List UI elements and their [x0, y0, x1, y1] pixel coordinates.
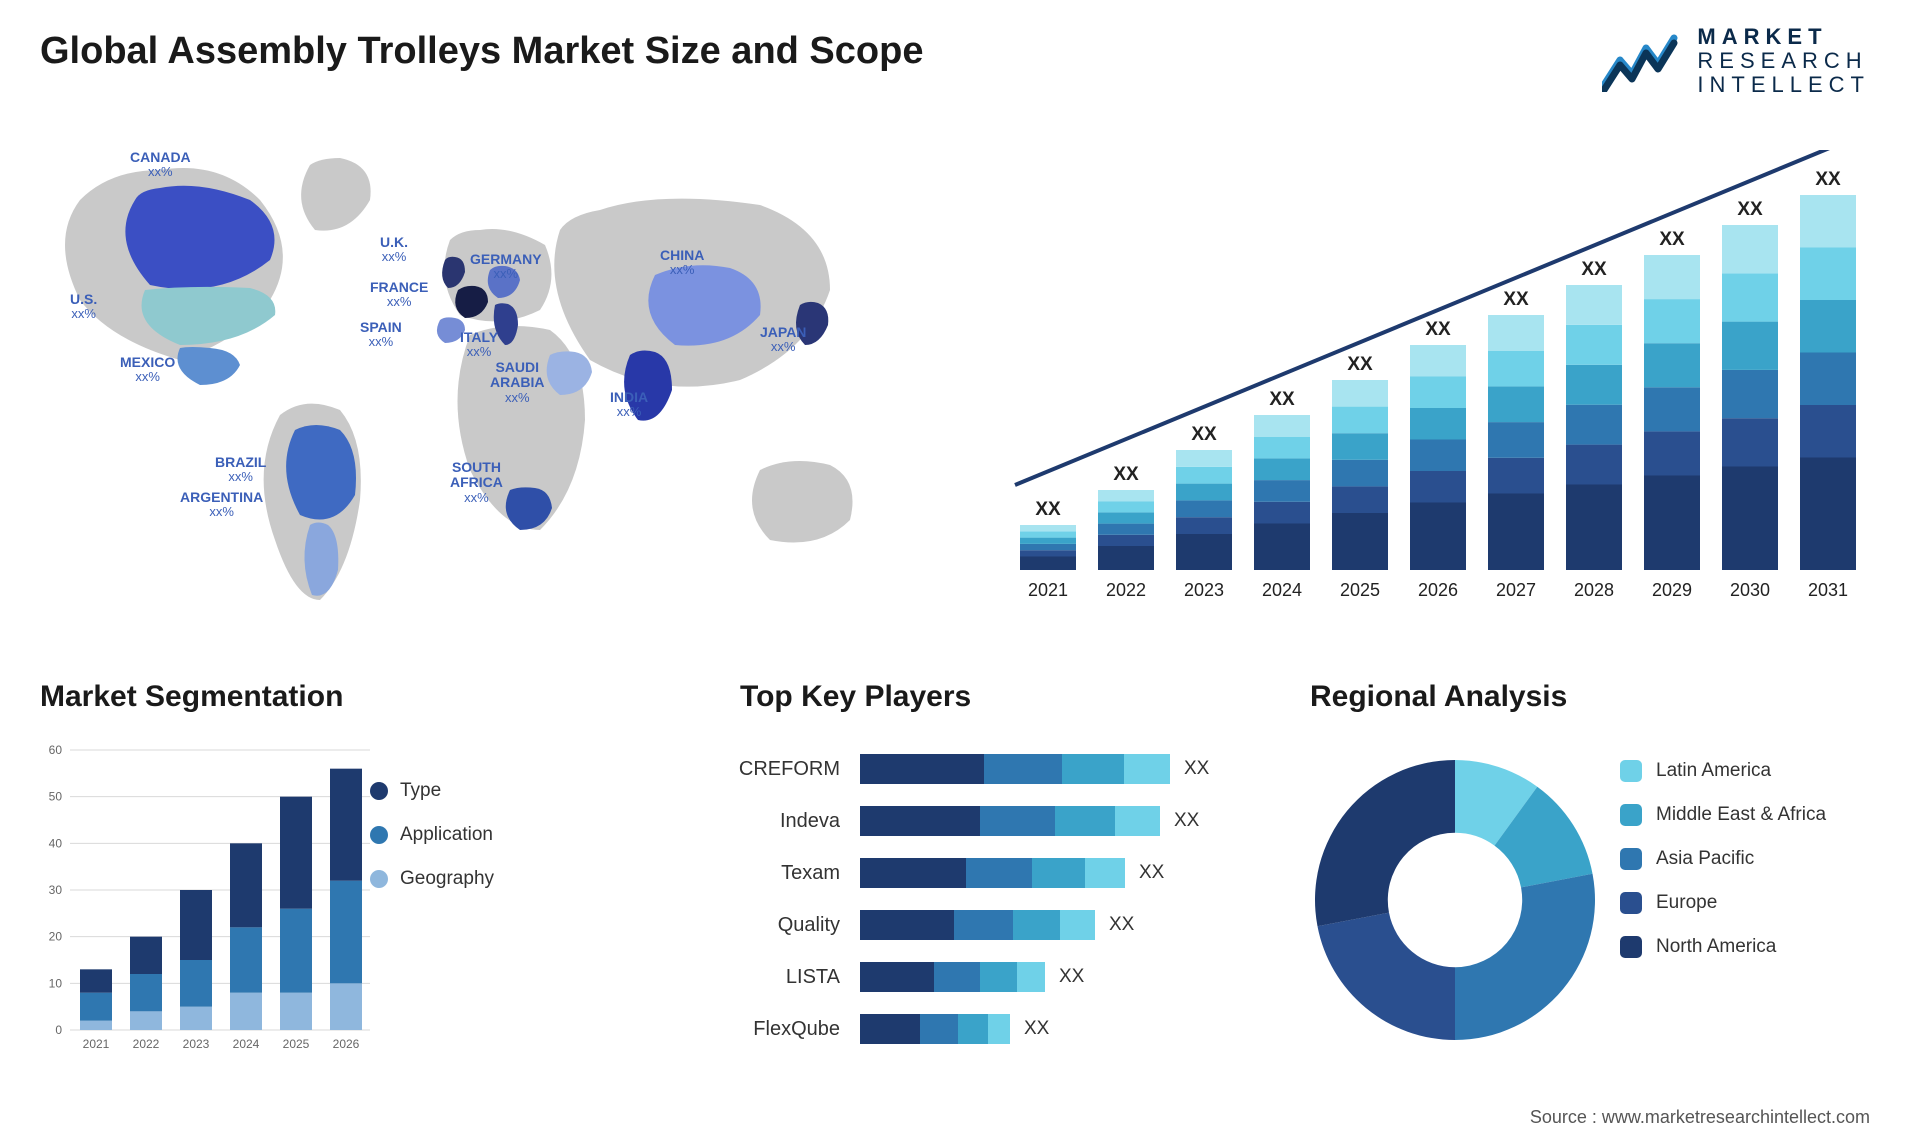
map-label: U.S.xx% — [70, 292, 97, 322]
svg-text:XX: XX — [1815, 169, 1841, 190]
svg-text:XX: XX — [1503, 289, 1529, 310]
map-label: JAPANxx% — [760, 325, 806, 355]
player-row: Texam XX — [700, 854, 1240, 892]
svg-text:2025: 2025 — [1340, 580, 1380, 600]
map-label: CHINAxx% — [660, 248, 704, 278]
legend-item: Type — [370, 780, 494, 802]
map-label: SOUTHAFRICAxx% — [450, 460, 503, 505]
map-label: SPAINxx% — [360, 320, 402, 350]
svg-text:30: 30 — [49, 883, 63, 897]
svg-text:2021: 2021 — [83, 1037, 110, 1051]
growth-bar-chart: XX 2021 XX 2022 XX 2023 XX 2024 XX 2025 XX 2026 XX 20… — [1000, 150, 1870, 620]
player-value: XX — [1139, 862, 1164, 884]
svg-text:2024: 2024 — [1262, 580, 1302, 600]
svg-text:40: 40 — [49, 836, 63, 850]
source-text: Source : www.marketresearchintellect.com — [1530, 1107, 1870, 1128]
svg-text:XX: XX — [1425, 319, 1451, 340]
svg-text:2029: 2029 — [1652, 580, 1692, 600]
legend-item: Geography — [370, 868, 494, 890]
svg-text:2025: 2025 — [283, 1037, 310, 1051]
map-label: MEXICOxx% — [120, 355, 175, 385]
segmentation-chart: 0 10 20 30 40 50 60 2021 2022 2023 2024 2025 2026 — [30, 740, 380, 1060]
svg-text:XX: XX — [1269, 389, 1295, 410]
segmentation-title: Market Segmentation — [40, 680, 343, 714]
legend-item: Latin America — [1620, 760, 1826, 782]
svg-text:XX: XX — [1191, 424, 1217, 445]
player-name: LISTA — [700, 966, 860, 989]
regional-legend: Latin America Middle East & Africa Asia Pa… — [1620, 760, 1826, 980]
svg-text:20: 20 — [49, 930, 63, 944]
svg-text:2024: 2024 — [233, 1037, 260, 1051]
player-value: XX — [1059, 966, 1084, 988]
svg-text:2023: 2023 — [183, 1037, 210, 1051]
player-row: Indeva XX — [700, 802, 1240, 840]
regional-donut — [1300, 745, 1610, 1055]
player-row: LISTA XX — [700, 958, 1240, 996]
svg-text:2023: 2023 — [1184, 580, 1224, 600]
legend-item: Europe — [1620, 892, 1826, 914]
player-name: Quality — [700, 914, 860, 937]
svg-text:2021: 2021 — [1028, 580, 1068, 600]
map-label: GERMANYxx% — [470, 252, 542, 282]
map-label: INDIAxx% — [610, 390, 648, 420]
svg-text:XX: XX — [1581, 259, 1607, 280]
map-label: ARGENTINAxx% — [180, 490, 263, 520]
svg-text:0: 0 — [55, 1023, 62, 1037]
svg-text:2022: 2022 — [1106, 580, 1146, 600]
player-name: Texam — [700, 862, 860, 885]
map-label: ITALYxx% — [460, 330, 498, 360]
svg-text:2022: 2022 — [133, 1037, 160, 1051]
player-value: XX — [1174, 810, 1199, 832]
legend-item: Middle East & Africa — [1620, 804, 1826, 826]
svg-text:XX: XX — [1347, 354, 1373, 375]
player-name: Indeva — [700, 810, 860, 833]
svg-text:2031: 2031 — [1808, 580, 1848, 600]
svg-text:XX: XX — [1035, 499, 1061, 520]
brand-logo-text: MARKET RESEARCH INTELLECT — [1697, 25, 1870, 98]
map-label: U.K.xx% — [380, 235, 408, 265]
map-label: CANADAxx% — [130, 150, 191, 180]
brand-logo-icon — [1602, 30, 1682, 92]
player-row: CREFORM XX — [700, 750, 1240, 788]
players-chart: CREFORM XX Indeva XX Texam XX Quality XX LISTA XX… — [700, 750, 1240, 1062]
players-title: Top Key Players — [740, 680, 971, 714]
svg-text:10: 10 — [49, 976, 63, 990]
legend-item: Application — [370, 824, 494, 846]
map-label: FRANCExx% — [370, 280, 428, 310]
map-label: BRAZILxx% — [215, 455, 266, 485]
player-name: FlexQube — [700, 1018, 860, 1041]
player-row: FlexQube XX — [700, 1010, 1240, 1048]
brand-logo: MARKET RESEARCH INTELLECT — [1602, 25, 1870, 98]
svg-text:2027: 2027 — [1496, 580, 1536, 600]
legend-item: Asia Pacific — [1620, 848, 1826, 870]
player-name: CREFORM — [700, 758, 860, 781]
regional-title: Regional Analysis — [1310, 680, 1567, 714]
segmentation-legend: Type Application Geography — [370, 780, 494, 912]
world-map: CANADAxx% U.S.xx% MEXICOxx% BRAZILxx% ARGENT… — [40, 130, 920, 620]
svg-text:2026: 2026 — [1418, 580, 1458, 600]
svg-text:50: 50 — [49, 790, 63, 804]
player-row: Quality XX — [700, 906, 1240, 944]
map-label: SAUDIARABIAxx% — [490, 360, 544, 405]
legend-item: North America — [1620, 936, 1826, 958]
svg-text:XX: XX — [1659, 229, 1685, 250]
svg-text:XX: XX — [1737, 199, 1763, 220]
svg-text:2030: 2030 — [1730, 580, 1770, 600]
svg-text:XX: XX — [1113, 464, 1139, 485]
player-value: XX — [1109, 914, 1134, 936]
player-value: XX — [1184, 758, 1209, 780]
player-value: XX — [1024, 1018, 1049, 1040]
page-title: Global Assembly Trolleys Market Size and… — [40, 30, 923, 73]
svg-text:60: 60 — [49, 743, 63, 757]
svg-text:2026: 2026 — [333, 1037, 360, 1051]
svg-text:2028: 2028 — [1574, 580, 1614, 600]
